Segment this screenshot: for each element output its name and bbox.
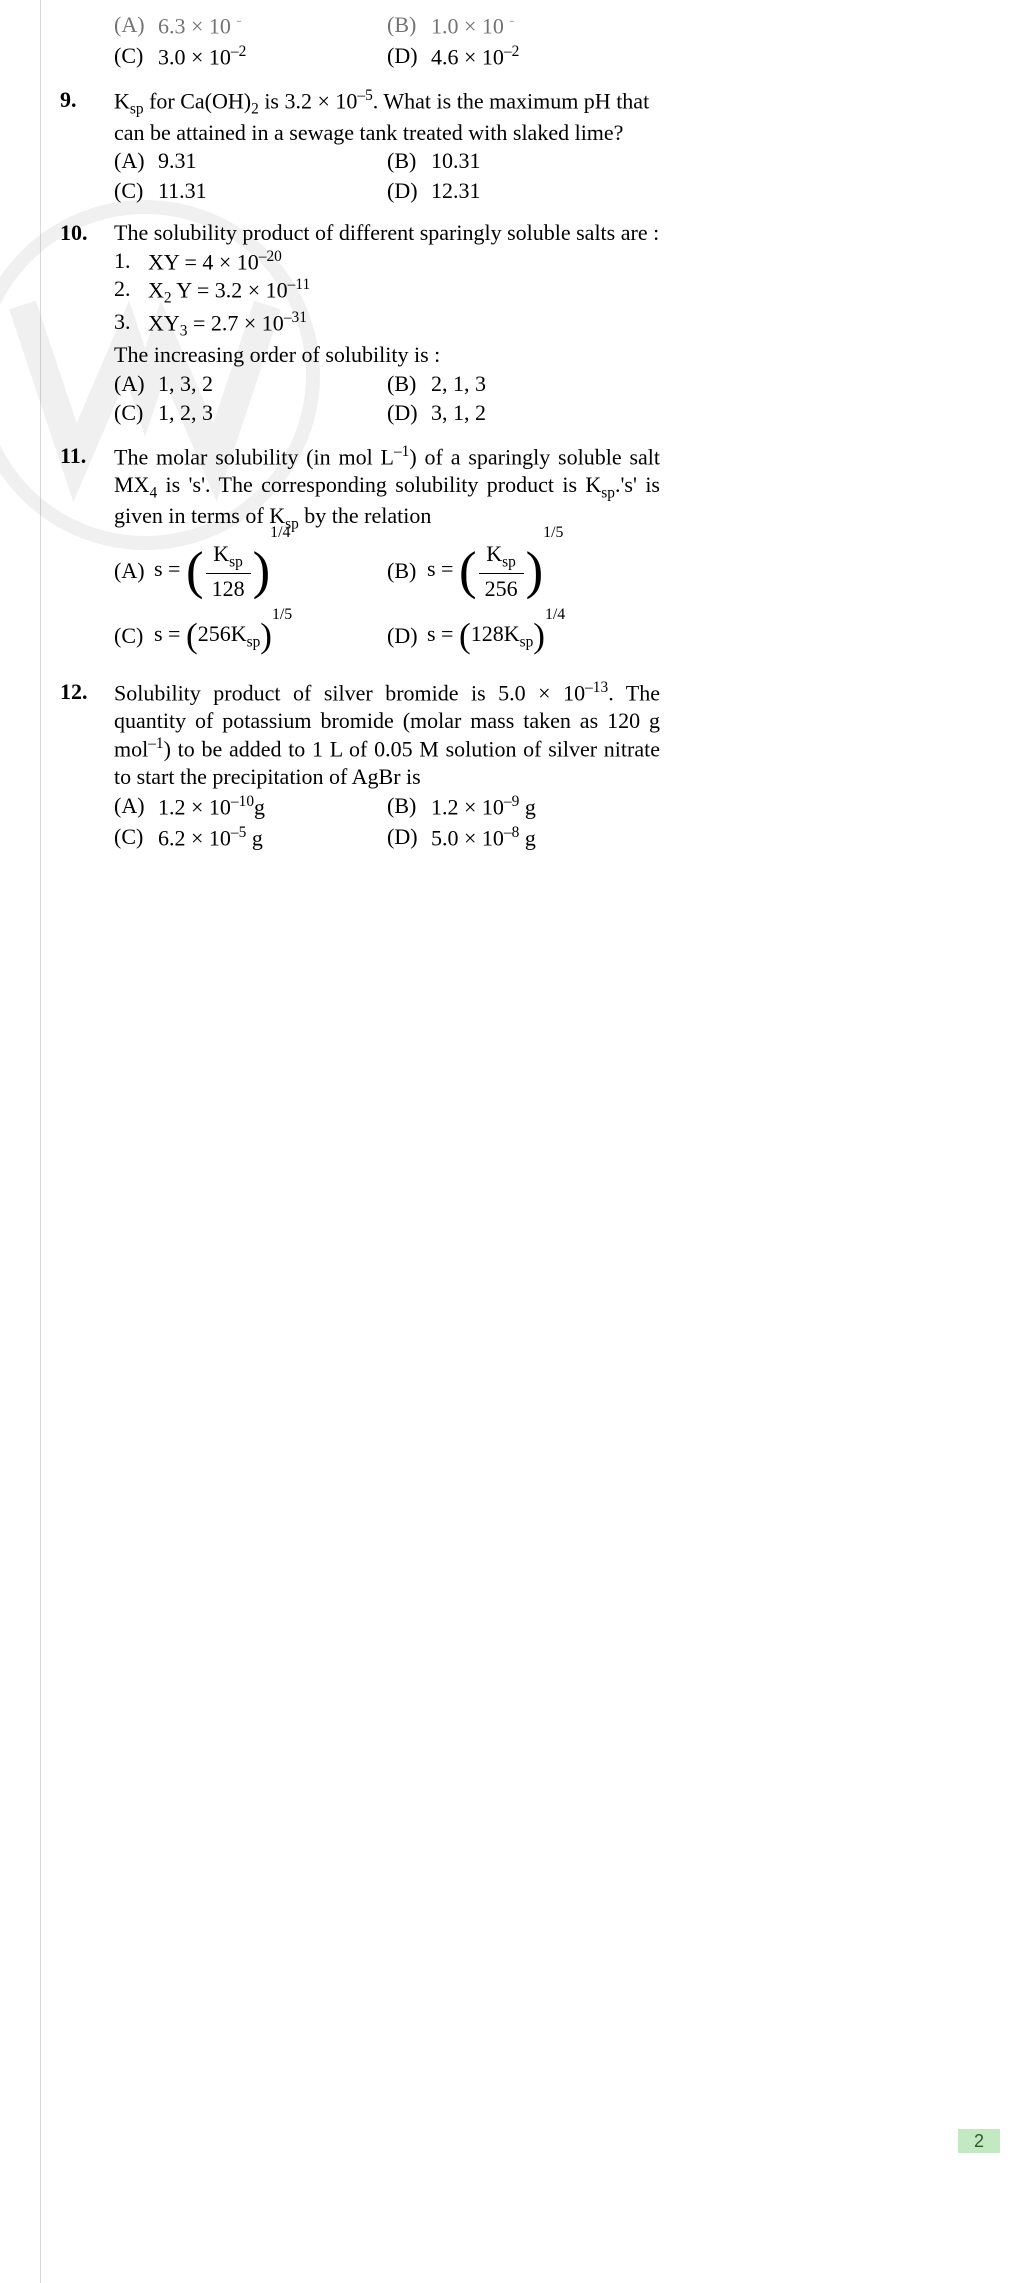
q10-post: The increasing order of solubility is :	[114, 341, 660, 369]
q10-stem: The solubility product of different spar…	[114, 219, 660, 247]
q8-a-text: 6.3 × 10 -	[158, 11, 387, 40]
q8-options: (A) 6.3 × 10 - (B) 1.0 × 10 - (C) 3.0 × …	[114, 10, 660, 72]
q8-option-a: (A) 6.3 × 10 -	[114, 10, 387, 41]
q9-option-c: (C)11.31	[114, 176, 387, 206]
q8-b-label: (B)	[387, 11, 431, 40]
q10-list-item-2: 2. X2 Y = 3.2 × 10–11	[114, 275, 660, 308]
q9-option-a: (A)9.31	[114, 146, 387, 176]
q8-option-b: (B) 1.0 × 10 -	[387, 10, 660, 41]
q8-b-text: 1.0 × 10 -	[431, 11, 660, 40]
q9-option-d: (D)12.31	[387, 176, 660, 206]
q11-option-b: (B) s = ( Ksp 256 ) 1/5	[387, 534, 660, 608]
q11-option-c: (C) s = ( 256Ksp ) 1/5	[114, 608, 387, 664]
q8-d-label: (D)	[387, 42, 431, 71]
question-8-tail: (A) 6.3 × 10 - (B) 1.0 × 10 - (C) 3.0 × …	[60, 10, 660, 72]
q9-number: 9.	[60, 86, 114, 205]
q12-option-b: (B) 1.2 × 10–9 g	[387, 791, 660, 822]
q11-number: 11.	[60, 442, 114, 664]
q8-c-text: 3.0 × 10–2	[158, 42, 387, 71]
q12-option-d: (D) 5.0 × 10–8 g	[387, 822, 660, 853]
page-number-badge: 2	[958, 2129, 1000, 2153]
q10-number: 10.	[60, 219, 114, 428]
q8-d-text: 4.6 × 10–2	[431, 42, 660, 71]
page: (A) 6.3 × 10 - (B) 1.0 × 10 - (C) 3.0 × …	[40, 0, 680, 2283]
q11-options: (A) s = ( Ksp 128 ) 1/4	[114, 534, 660, 664]
q9-stem: Ksp for Ca(OH)2 is 3.2 × 10–5. What is t…	[114, 86, 660, 146]
q10-option-b: (B)2, 1, 3	[387, 369, 660, 399]
q10-list: 1. XY = 4 × 10–20 2. X2 Y = 3.2 × 10–11 …	[114, 247, 660, 342]
q12-options: (A) 1.2 × 10–10g (B) 1.2 × 10–9 g (C) 6.…	[114, 791, 660, 853]
q10-option-a: (A)1, 3, 2	[114, 369, 387, 399]
question-12: 12. Solubility product of silver bromide…	[60, 678, 660, 852]
q8-option-c: (C) 3.0 × 10–2	[114, 41, 387, 72]
q9-option-b: (B)10.31	[387, 146, 660, 176]
q8-option-d: (D) 4.6 × 10–2	[387, 41, 660, 72]
question-11: 11. The molar solubility (in mol L–1) of…	[60, 442, 660, 664]
q12-stem: Solubility product of silver bromide is …	[114, 678, 660, 791]
q10-list-item-3: 3. XY3 = 2.7 × 10–31	[114, 308, 660, 341]
q10-list-item-1: 1. XY = 4 × 10–20	[114, 247, 660, 276]
question-9: 9. Ksp for Ca(OH)2 is 3.2 × 10–5. What i…	[60, 86, 660, 205]
q10-option-d: (D)3, 1, 2	[387, 398, 660, 428]
q9-options: (A)9.31 (B)10.31 (C)11.31 (D)12.31	[114, 146, 660, 205]
q12-number: 12.	[60, 678, 114, 852]
q11-stem: The molar solubility (in mol L–1) of a s…	[114, 442, 660, 534]
q11-option-d: (D) s = ( 128Ksp ) 1/4	[387, 608, 660, 664]
q11-option-a: (A) s = ( Ksp 128 ) 1/4	[114, 534, 387, 608]
q8-a-label: (A)	[114, 11, 158, 40]
q10-option-c: (C)1, 2, 3	[114, 398, 387, 428]
q8-c-label: (C)	[114, 42, 158, 71]
q10-options: (A)1, 3, 2 (B)2, 1, 3 (C)1, 2, 3 (D)3, 1…	[114, 369, 660, 428]
q12-option-c: (C) 6.2 × 10–5 g	[114, 822, 387, 853]
question-10: 10. The solubility product of different …	[60, 219, 660, 428]
q12-option-a: (A) 1.2 × 10–10g	[114, 791, 387, 822]
